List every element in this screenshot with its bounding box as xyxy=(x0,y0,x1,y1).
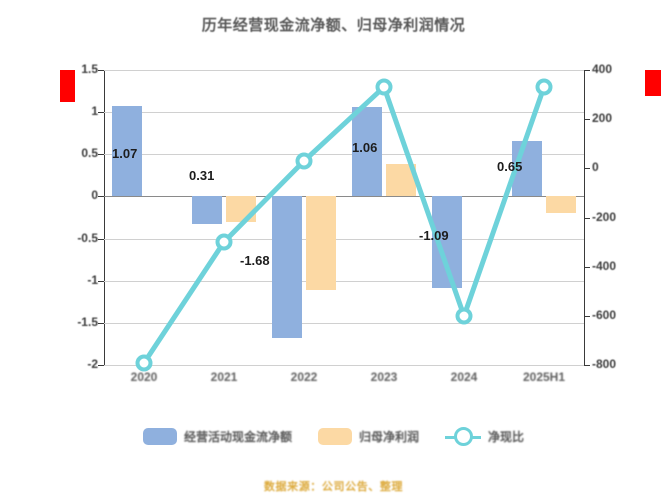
xlabel-2023: 2023 xyxy=(370,370,398,384)
legend-line-ratio-icon xyxy=(445,427,481,446)
tick-right-1 xyxy=(584,119,590,120)
bar-netprofit-2021 xyxy=(226,196,256,222)
ylabel-left-4: -0.5 xyxy=(77,231,98,245)
legend-swatch-cashflow-icon xyxy=(142,428,177,445)
ylabel-left-6: -1.5 xyxy=(77,315,98,329)
tick-left-1 xyxy=(98,112,104,113)
gridline-1.5 xyxy=(104,70,584,71)
ylabel-left-5: -1 xyxy=(87,273,98,287)
legend-label-ratio: 净现比 xyxy=(488,430,525,444)
tick-left-7 xyxy=(98,365,104,366)
left-axis-line xyxy=(104,70,105,365)
bar-cashflow-2022 xyxy=(272,196,302,338)
bar-cashflow-2021 xyxy=(192,196,222,224)
legend-marker-ratio-icon xyxy=(453,427,473,446)
tick-right-4 xyxy=(584,267,590,268)
ylabel-left-2: 0.5 xyxy=(81,146,98,160)
xlabel-2020: 2020 xyxy=(130,370,158,384)
datalabel-cashflow-2020: 1.07 xyxy=(112,146,138,161)
legend-item-ratio[interactable]: 净现比 xyxy=(445,427,525,446)
xlabel-2021: 2021 xyxy=(210,370,238,384)
tick-left-0 xyxy=(98,70,104,71)
tick-right-2 xyxy=(584,168,590,169)
tick-left-2 xyxy=(98,154,104,155)
xlabel-2022: 2022 xyxy=(290,370,318,384)
ylabel-right-2: 0 xyxy=(592,160,599,174)
legend-swatch-netprofit-icon xyxy=(317,428,352,445)
datalabel-cashflow-2022: -1.68 xyxy=(240,253,270,268)
gridline--1.0 xyxy=(104,281,584,282)
datalabel-cashflow-2024: -1.09 xyxy=(419,228,449,243)
tick-left-6 xyxy=(98,323,104,324)
ylabel-right-4: -400 xyxy=(592,259,617,273)
legend-item-netprofit[interactable]: 归母净利润 xyxy=(317,428,419,445)
bar-netprofit-2022 xyxy=(306,196,336,290)
datalabel-netprofit-2021: 0.31 xyxy=(189,168,215,183)
chart-legend: 经营活动现金流净额 归母净利润 净现比 xyxy=(0,427,667,446)
ylabel-right-1: 200 xyxy=(592,111,613,125)
ylabel-right-5: -600 xyxy=(592,308,617,322)
ylabel-left-1: 1 xyxy=(91,104,98,118)
gridline--1.5 xyxy=(104,323,584,324)
gridline-1.0 xyxy=(104,112,584,113)
xlabel-2025h1: 2025H1 xyxy=(522,370,566,384)
tick-left-4 xyxy=(98,239,104,240)
tick-right-3 xyxy=(584,218,590,219)
tick-right-6 xyxy=(584,365,590,366)
ylabel-left-0: 1.5 xyxy=(81,62,98,76)
tick-right-0 xyxy=(584,70,590,71)
ylabel-left-3: 0 xyxy=(91,188,98,202)
tick-left-3 xyxy=(98,196,104,197)
datalabel-cashflow-2025h1: 0.65 xyxy=(497,159,523,174)
ylabel-right-3: -200 xyxy=(592,210,617,224)
bar-cashflow-2020 xyxy=(112,106,142,196)
bar-netprofit-2025h1 xyxy=(546,196,576,213)
tick-left-5 xyxy=(98,281,104,282)
left-unit-marker xyxy=(60,70,75,102)
datalabel-cashflow-2023: 1.06 xyxy=(352,140,378,155)
ylabel-right-6: -800 xyxy=(592,357,617,371)
legend-label-netprofit: 归母净利润 xyxy=(358,430,419,444)
ylabel-left-7: -2 xyxy=(87,357,98,371)
legend-label-cashflow: 经营活动现金流净额 xyxy=(183,430,292,444)
bar-netprofit-2023 xyxy=(386,164,416,196)
gridline-0 xyxy=(104,196,584,197)
gridline--0.5 xyxy=(104,239,584,240)
ylabel-right-0: 400 xyxy=(592,62,613,76)
right-unit-marker xyxy=(645,70,661,96)
xlabel-2024: 2024 xyxy=(450,370,478,384)
gridline--2.0 xyxy=(104,365,584,366)
plot-area xyxy=(104,70,584,366)
right-axis-line xyxy=(584,70,585,365)
tick-right-5 xyxy=(584,316,590,317)
legend-item-cashflow[interactable]: 经营活动现金流净额 xyxy=(142,428,292,445)
source-watermark: 数据来源：公司公告、整理 xyxy=(263,481,404,493)
page-title: 历年经营现金流净额、归母净利润情况 xyxy=(201,17,466,34)
